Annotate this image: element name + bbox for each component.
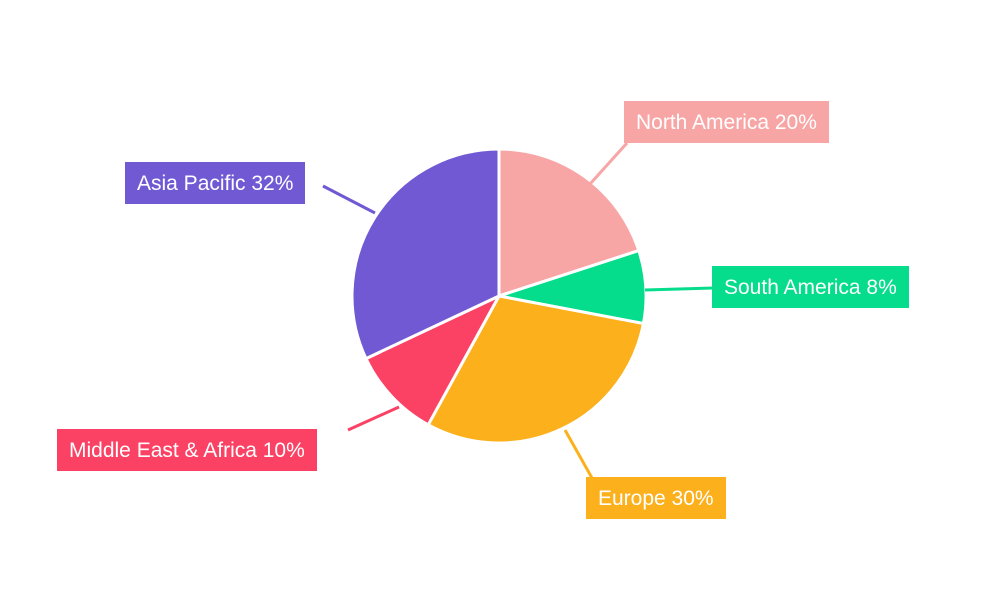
- pie-label-south-america-text: South America 8%: [724, 275, 897, 299]
- pie-slice-asia-pacific[interactable]: [350, 147, 501, 361]
- pie-label-south-america[interactable]: South America 8%: [712, 266, 909, 308]
- pie-label-asia-pacific[interactable]: Asia Pacific 32%: [125, 162, 306, 204]
- leader-lines-layer: [322, 141, 714, 479]
- pie-label-europe[interactable]: Europe 30%: [586, 477, 726, 519]
- pie-slices-layer: [350, 147, 648, 445]
- leader-line-north-america: [588, 141, 629, 186]
- pie-label-north-america[interactable]: North America 20%: [624, 101, 829, 143]
- leader-line-south-america: [644, 286, 714, 292]
- pie-slice-middle-east-africa[interactable]: [364, 294, 501, 427]
- leader-line-middle-east-africa: [347, 405, 400, 432]
- pie-label-europe-text: Europe 30%: [598, 486, 714, 510]
- leader-line-europe: [563, 429, 594, 479]
- pie-label-asia-pacific-text: Asia Pacific 32%: [137, 171, 294, 195]
- pie-slice-europe[interactable]: [426, 294, 645, 445]
- pie-label-middle-east-africa-text: Middle East & Africa 10%: [69, 438, 305, 462]
- pie-label-north-america-text: North America 20%: [636, 110, 817, 134]
- pie-label-middle-east-africa[interactable]: Middle East & Africa 10%: [57, 429, 317, 471]
- pie-slice-north-america[interactable]: [497, 147, 641, 298]
- leader-line-asia-pacific: [322, 184, 376, 215]
